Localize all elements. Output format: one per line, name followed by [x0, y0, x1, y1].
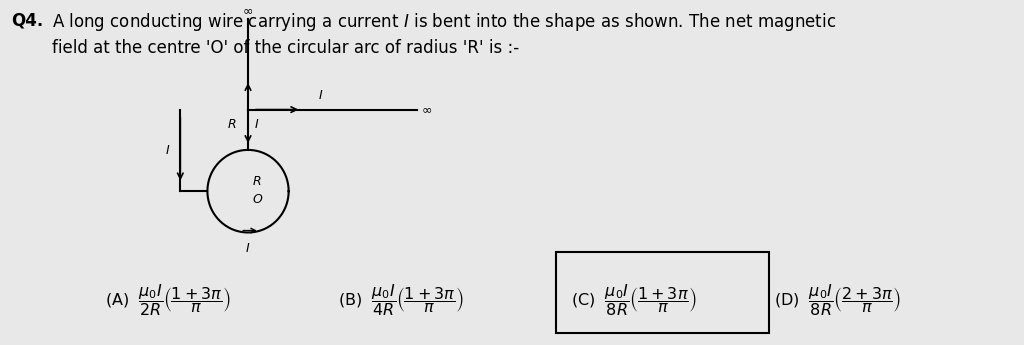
- Text: $I$: $I$: [165, 144, 171, 157]
- Text: $R$: $R$: [227, 118, 237, 131]
- Text: $\infty$: $\infty$: [421, 103, 432, 116]
- Text: $I$: $I$: [246, 242, 251, 255]
- Text: (D)  $\dfrac{\mu_0 I}{8R}\left(\dfrac{2+3\pi}{\pi}\right)$: (D) $\dfrac{\mu_0 I}{8R}\left(\dfrac{2+3…: [774, 282, 901, 317]
- Text: Q4.: Q4.: [11, 11, 43, 29]
- Text: A long conducting wire carrying a current $I$ is bent into the shape as shown. T: A long conducting wire carrying a curren…: [51, 11, 836, 33]
- Text: $I$: $I$: [254, 118, 259, 131]
- Text: (B)  $\dfrac{\mu_0 I}{4R}\left(\dfrac{1+3\pi}{\pi}\right)$: (B) $\dfrac{\mu_0 I}{4R}\left(\dfrac{1+3…: [338, 282, 464, 317]
- Text: $I$: $I$: [317, 89, 324, 102]
- Text: $O$: $O$: [252, 193, 263, 206]
- Text: $R$: $R$: [252, 175, 261, 188]
- Text: field at the centre 'O' of the circular arc of radius 'R' is :-: field at the centre 'O' of the circular …: [51, 39, 519, 57]
- Text: $\infty$: $\infty$: [243, 4, 254, 17]
- Text: (A)  $\dfrac{\mu_0 I}{2R}\left(\dfrac{1+3\pi}{\pi}\right)$: (A) $\dfrac{\mu_0 I}{2R}\left(\dfrac{1+3…: [105, 282, 231, 317]
- Text: (C)  $\dfrac{\mu_0 I}{8R}\left(\dfrac{1+3\pi}{\pi}\right)$: (C) $\dfrac{\mu_0 I}{8R}\left(\dfrac{1+3…: [571, 282, 697, 317]
